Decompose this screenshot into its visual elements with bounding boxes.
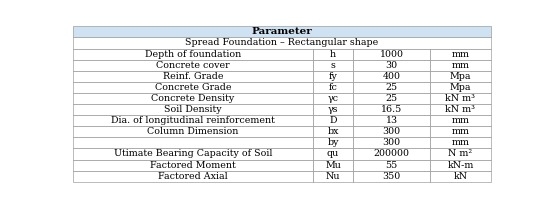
Text: Mu: Mu [325,161,341,170]
Bar [313,104,353,115]
Bar [430,49,491,60]
Bar [73,71,313,82]
Bar [430,137,491,149]
Text: 30: 30 [386,61,398,70]
Bar [430,171,491,182]
Text: by: by [327,138,339,147]
Text: Column Dimension: Column Dimension [147,127,239,136]
Bar [313,71,353,82]
Text: 400: 400 [383,72,400,81]
Text: Nu: Nu [326,172,340,181]
Bar [430,115,491,126]
Bar [313,82,353,93]
Bar [73,149,313,159]
Text: 200000: 200000 [373,150,410,158]
Text: 16.5: 16.5 [381,105,402,114]
Text: N m²: N m² [448,150,472,158]
Text: 13: 13 [386,116,398,125]
Bar [73,171,313,182]
Bar [353,137,430,149]
Bar [430,159,491,171]
Text: mm: mm [452,138,470,147]
Text: 300: 300 [382,138,400,147]
Text: Concrete Grade: Concrete Grade [155,83,232,92]
Bar [73,37,491,48]
Text: 350: 350 [382,172,400,181]
Text: Dia. of longitudinal reinforcement: Dia. of longitudinal reinforcement [111,116,275,125]
Text: kN m³: kN m³ [446,105,475,114]
Text: Mpa: Mpa [450,72,471,81]
Bar [353,49,430,60]
Text: mm: mm [452,61,470,70]
Text: Reinf. Grade: Reinf. Grade [163,72,223,81]
Text: Concrete Density: Concrete Density [151,94,235,103]
Bar [73,82,313,93]
Bar [313,126,353,137]
Bar [73,104,313,115]
Bar [73,115,313,126]
Text: s: s [331,61,336,70]
Text: bx: bx [327,127,339,136]
Bar [73,159,313,171]
Bar [430,104,491,115]
Bar [73,49,313,60]
Bar [73,60,313,71]
Bar [313,93,353,104]
Bar [353,126,430,137]
Text: Soil Density: Soil Density [164,105,222,114]
Text: kN m³: kN m³ [446,94,475,103]
Text: kN: kN [453,172,468,181]
Bar [430,93,491,104]
Text: Parameter: Parameter [251,27,312,36]
Bar [430,126,491,137]
Text: Utimate Bearing Capacity of Soil: Utimate Bearing Capacity of Soil [114,150,272,158]
Bar [353,104,430,115]
Text: γc: γc [328,94,339,103]
Bar [430,60,491,71]
Text: 1000: 1000 [379,50,404,59]
Text: Factored Axial: Factored Axial [158,172,228,181]
Bar [313,60,353,71]
Text: fc: fc [328,83,338,92]
Bar [430,149,491,159]
Bar [313,115,353,126]
Bar [73,126,313,137]
Text: Mpa: Mpa [450,83,471,92]
Text: mm: mm [452,116,470,125]
Text: kN-m: kN-m [447,161,474,170]
Bar [73,137,313,149]
Bar [353,149,430,159]
Text: qu: qu [327,150,339,158]
Text: 300: 300 [382,127,400,136]
Text: D: D [329,116,337,125]
Text: γs: γs [328,105,338,114]
Text: 25: 25 [386,94,398,103]
Text: fy: fy [328,72,338,81]
Text: 25: 25 [386,83,398,92]
Bar [353,115,430,126]
Bar [313,159,353,171]
Bar [353,82,430,93]
Bar [353,159,430,171]
Text: mm: mm [452,127,470,136]
Bar [353,93,430,104]
Text: mm: mm [452,50,470,59]
Bar [430,82,491,93]
Bar [353,60,430,71]
Bar [73,26,491,37]
Text: Depth of foundation: Depth of foundation [145,50,241,59]
Bar [353,171,430,182]
Text: 55: 55 [386,161,398,170]
Text: Spread Foundation – Rectangular shape: Spread Foundation – Rectangular shape [185,39,378,47]
Bar [313,137,353,149]
Bar [430,71,491,82]
Text: Factored Moment: Factored Moment [150,161,236,170]
Bar [353,71,430,82]
Bar [73,93,313,104]
Bar [313,149,353,159]
Bar [313,49,353,60]
Text: h: h [330,50,336,59]
Bar [313,171,353,182]
Text: Concrete cover: Concrete cover [156,61,230,70]
